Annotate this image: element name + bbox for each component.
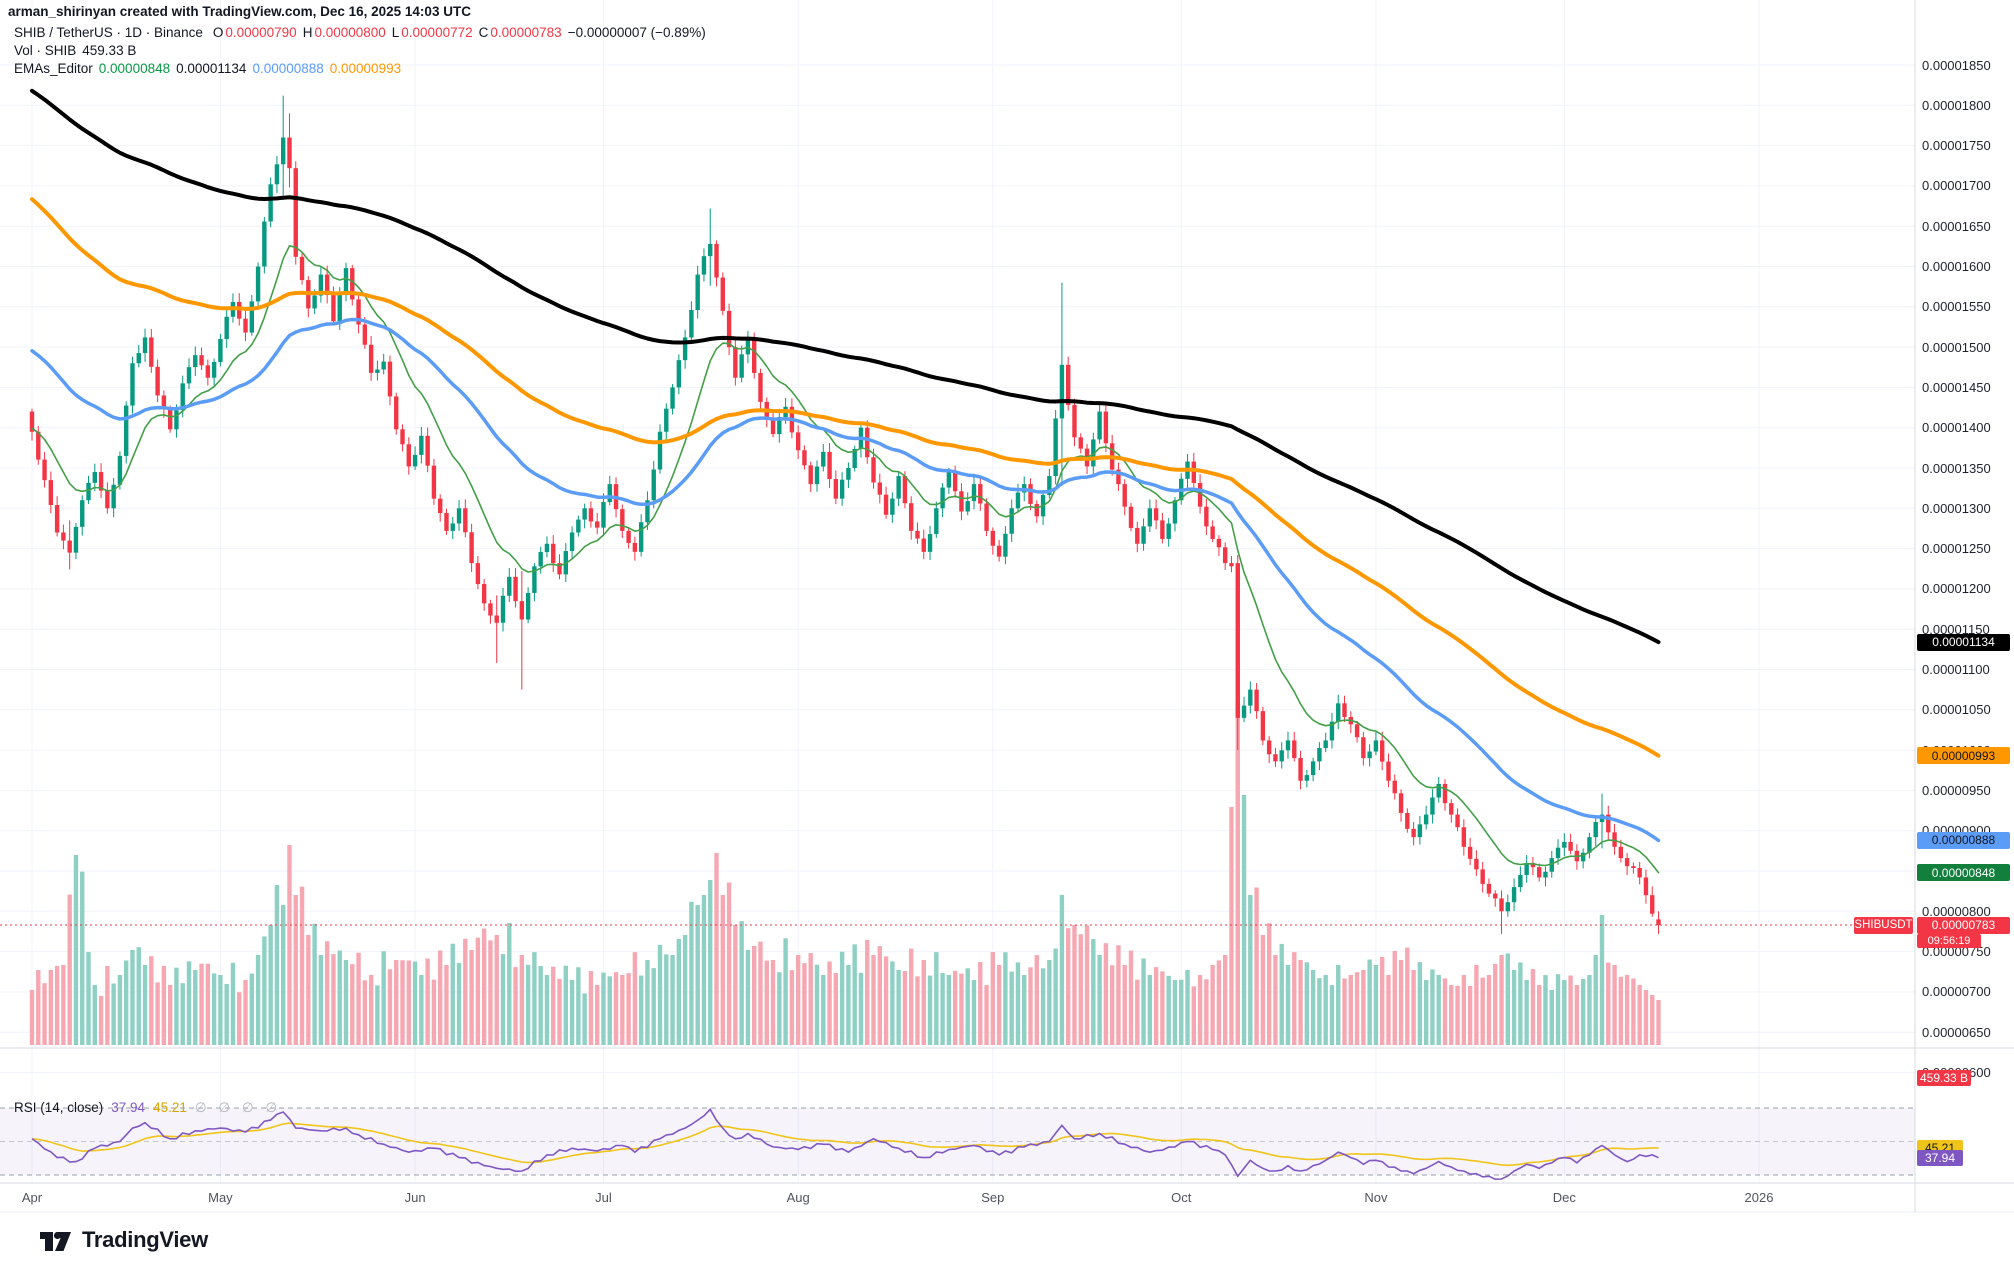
volume-value: 459.33 B (82, 43, 137, 58)
ema-200-line (30, 88, 1661, 645)
price-tick-label: 0.00001250 (1922, 541, 1991, 557)
price-tick-label: 0.00000750 (1922, 944, 1991, 960)
emas-legend-row[interactable]: EMAs_Editor 0.00000848 0.00001134 0.0000088… (14, 61, 401, 76)
pane-borders (0, 0, 2014, 1213)
rsi-ma-line (31, 1122, 1659, 1167)
price-tick-label: 0.00001050 (1922, 702, 1991, 718)
volume-layer (29, 700, 1661, 1045)
ema-100-line (30, 197, 1661, 758)
rsi-badge: 37.94 (1917, 1149, 1963, 1166)
price-tick-label: 0.00001350 (1922, 460, 1991, 476)
rsi-label: RSI (14, close) (14, 1100, 104, 1115)
volume-legend-row[interactable]: Vol · SHIB 459.33 B (14, 43, 136, 58)
open-label: O (212, 25, 224, 40)
ema-50-line (30, 317, 1661, 843)
open-value: 0.00000790 (225, 25, 297, 40)
watermark: arman_shirinyan created with TradingView… (8, 4, 471, 19)
time-axis-label: Oct (1171, 1190, 1192, 1205)
price-tick-label: 0.00001700 (1922, 178, 1991, 194)
price-tick-label: 0.00000700 (1922, 984, 1991, 1000)
symbol-price-tag: SHIBUSDT (1854, 916, 1913, 934)
symbol-legend-row[interactable]: SHIB / TetherUS · 1D · Binance O 0.0000079… (14, 25, 706, 40)
rsi-line (31, 1107, 1659, 1181)
ema-21-line (31, 245, 1660, 874)
price-tick-label: 0.00001800 (1922, 97, 1991, 113)
time-axis-label: Aug (786, 1190, 810, 1205)
price-tick-label: 0.00001400 (1922, 420, 1991, 436)
time-axis-label: Apr (21, 1190, 43, 1205)
last-price-badge: 0.00000783 (1917, 916, 2010, 934)
price-tick-label: 0.00001650 (1922, 218, 1991, 234)
candles-layer (29, 95, 1661, 934)
time-axis-label: Jul (595, 1190, 612, 1205)
ema-200-badge: 0.00001134 (1917, 633, 2010, 651)
price-tick-label: 0.00001750 (1922, 138, 1991, 154)
price-tick-label: 0.00001600 (1922, 259, 1991, 274)
rsi-band (0, 1107, 1915, 1176)
price-tick-label: 0.00001300 (1922, 500, 1991, 516)
price-tick-label: 0.00001200 (1922, 581, 1991, 597)
ema-lines (30, 88, 1661, 874)
ema-200-value: 0.00001134 (176, 61, 247, 76)
rsi-lines (31, 1107, 1659, 1181)
rsi-ma-value: 45.21 (153, 1100, 187, 1115)
rsi-value: 37.94 (111, 1100, 146, 1115)
time-axis-label: May (208, 1190, 233, 1205)
price-tick-label: 0.00000800 (1922, 903, 1991, 919)
ema-100-badge: 0.00000993 (1917, 747, 2010, 765)
time-axis-label: Jun (404, 1190, 426, 1205)
volume-badge: 459.33 B (1917, 1070, 1971, 1086)
high-value: 0.00000800 (314, 25, 386, 40)
ema-100-value: 0.00000993 (329, 61, 402, 76)
time-axis-label: Nov (1364, 1190, 1388, 1205)
time-axis-label: Dec (1552, 1190, 1576, 1205)
change-value: −0.00000007 (−0.89%) (567, 25, 706, 40)
price-tick-label: 0.00000950 (1922, 782, 1991, 798)
time-axis-label: Sep (981, 1190, 1005, 1205)
ema-21-badge: 0.00000848 (1917, 864, 2010, 882)
rsi-legend-row[interactable]: RSI (14, close) 37.94 45.21 ∅ ∅ ∅ ∅ (14, 1100, 281, 1116)
ema-21-value: 0.00000848 (98, 61, 171, 76)
symbol-title: SHIB / TetherUS · 1D · Binance (14, 25, 203, 40)
time-axis-label: 2026 (1744, 1190, 1774, 1205)
countdown-badge: 09:56:19 (1917, 933, 1981, 948)
tradingview-logo[interactable]: TradingView (40, 1227, 208, 1253)
price-tick-label: 0.00001850 (1922, 57, 1991, 73)
close-label: C (478, 25, 489, 40)
price-tick-label: 0.00001550 (1922, 299, 1991, 315)
low-label: L (391, 25, 400, 40)
tradingview-logo-icon (40, 1227, 72, 1253)
price-tick-label: 0.00001100 (1922, 662, 1990, 677)
price-tick-label: 0.00000650 (1922, 1024, 1991, 1040)
price-tick-label: 0.00001450 (1922, 379, 1991, 395)
price-tick-label: 0.00001150 (1922, 621, 1990, 637)
price-tick-label: 0.00001500 (1922, 339, 1991, 355)
tradingview-logo-text: TradingView (82, 1227, 208, 1252)
close-value: 0.00000783 (490, 25, 562, 40)
high-label: H (302, 25, 313, 40)
ema-50-value: 0.00000888 (252, 61, 324, 76)
emas-label: EMAs_Editor (14, 61, 93, 76)
rsi-empty-plots: ∅ ∅ ∅ ∅ (194, 1100, 282, 1115)
low-value: 0.00000772 (401, 25, 473, 40)
volume-label: Vol · SHIB (14, 43, 77, 58)
ema-50-badge: 0.00000888 (1917, 831, 2010, 849)
